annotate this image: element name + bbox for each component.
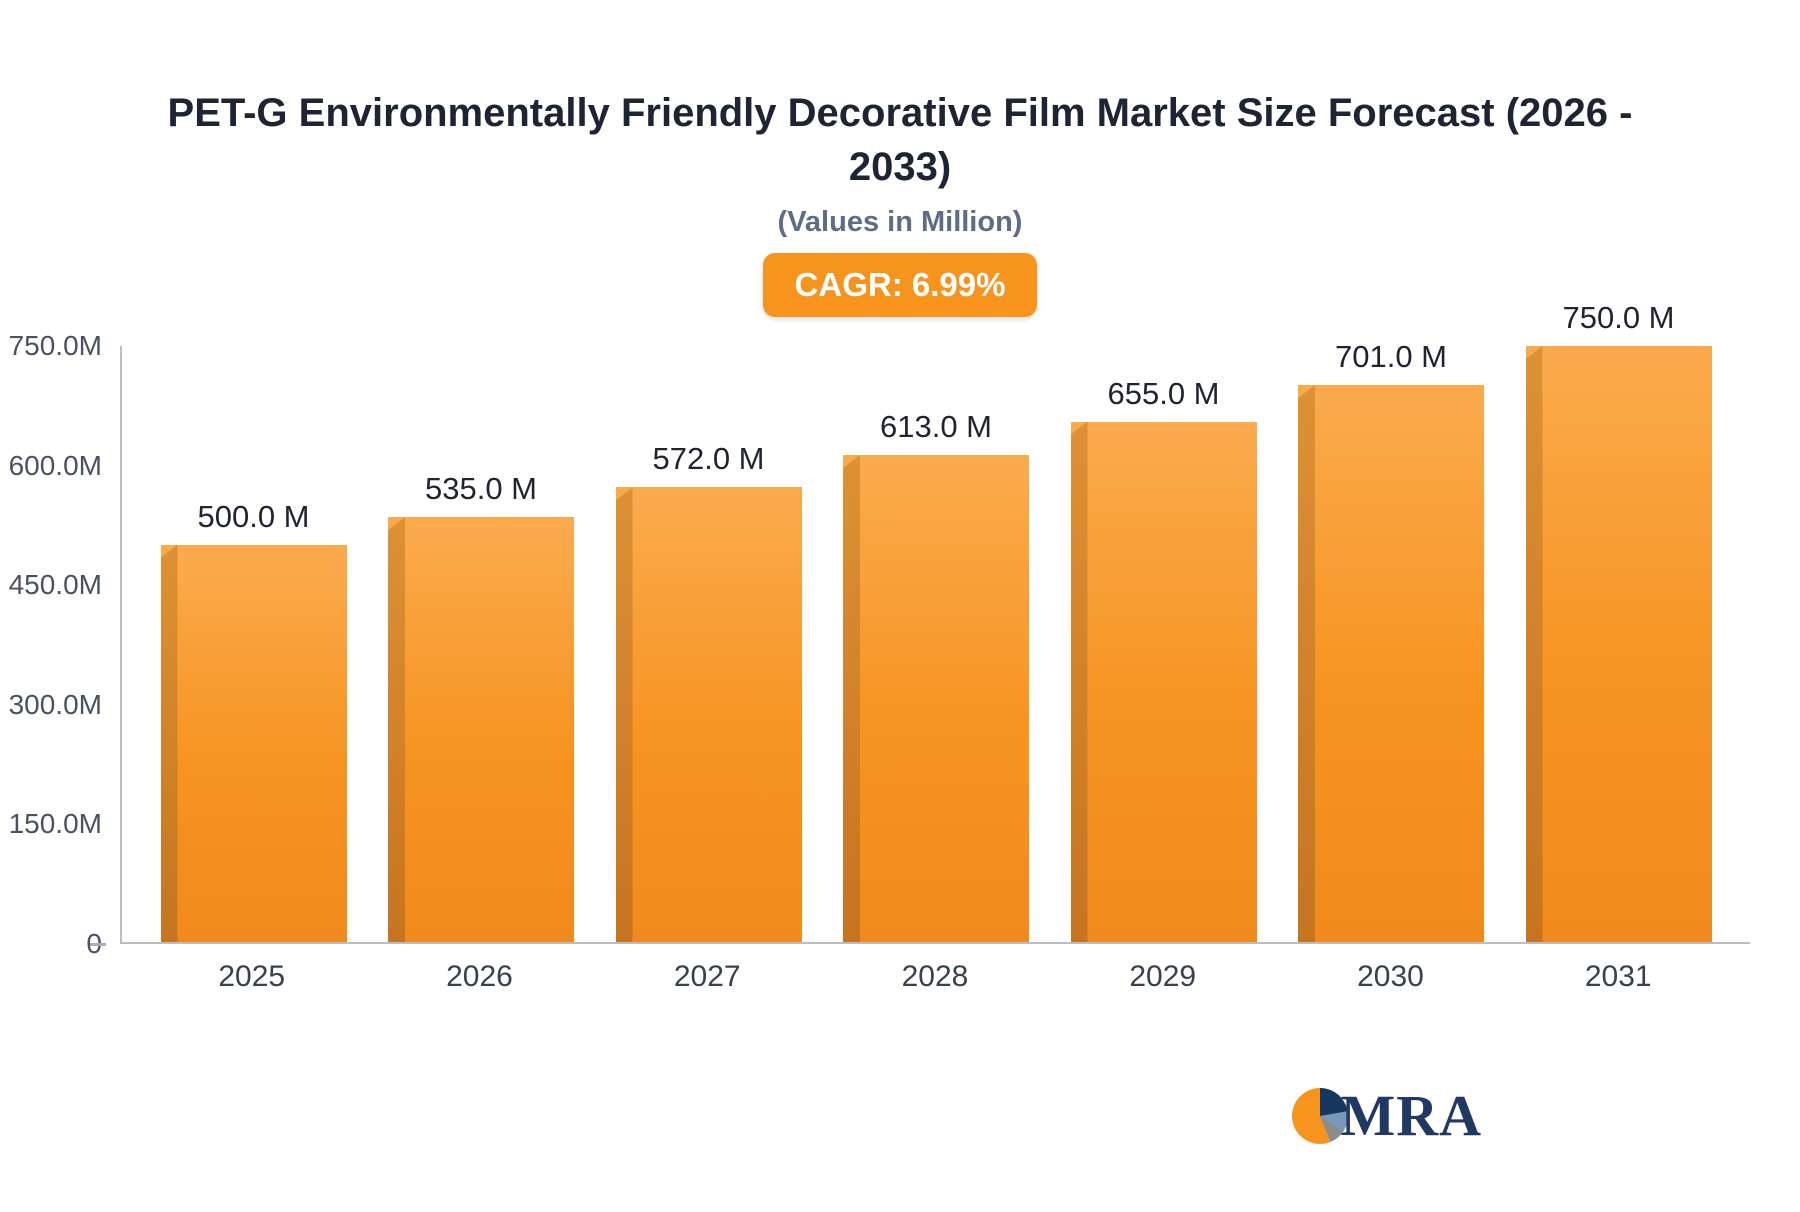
y-axis-tick-label: 450.0M xyxy=(8,569,102,601)
bar-2031[interactable] xyxy=(1525,346,1712,942)
chart-title: PET-G Environmentally Friendly Decorativ… xyxy=(167,91,1633,189)
bar-value-label: 701.0 M xyxy=(1334,338,1447,374)
bar-chart: 500.0 M 535.0 M 572.0 M 613.0 M 655.0 M 701.0… xyxy=(9,300,1750,993)
y-axis-tick-label: 600.0M xyxy=(8,449,102,481)
bar-value-label: 613.0 M xyxy=(879,408,992,444)
brand-logo: MRA xyxy=(1292,1082,1482,1149)
x-axis-label: 2031 xyxy=(1584,960,1652,993)
x-axis-label: 2028 xyxy=(901,960,969,993)
bar-column: 701.0 M xyxy=(1295,339,1487,942)
bar-column: 750.0 M xyxy=(1523,300,1715,942)
zero-tick-mark xyxy=(90,943,106,946)
chart-subtitle: (Values in Million) xyxy=(777,206,1023,238)
bar-2027[interactable] xyxy=(615,487,802,942)
x-axis-labels: 2025 2026 2027 2028 2029 2030 2031 xyxy=(120,960,1750,994)
bar-value-label: 535.0 M xyxy=(424,470,537,506)
bar-2028[interactable] xyxy=(843,454,1029,942)
bars-row: 500.0 M 535.0 M 572.0 M 613.0 M 655.0 M 701.0… xyxy=(122,300,1750,942)
plot-area: 500.0 M 535.0 M 572.0 M 613.0 M 655.0 M 701.0… xyxy=(120,300,1750,944)
bar-column: 500.0 M xyxy=(158,346,350,942)
x-axis-label: 2025 xyxy=(218,960,286,993)
bar-column: 535.0 M xyxy=(385,346,577,942)
bar-column: 613.0 M xyxy=(840,346,1032,942)
y-axis-tick-label: 300.0M xyxy=(8,688,102,720)
bar-2030[interactable] xyxy=(1298,384,1484,942)
x-axis-label: 2030 xyxy=(1357,960,1424,993)
x-axis-label: 2027 xyxy=(673,960,741,993)
y-axis-tick-label: 750.0M xyxy=(8,330,102,361)
bar-value-label: 750.0 M xyxy=(1562,300,1675,335)
x-axis-label: 2029 xyxy=(1129,960,1197,993)
bar-value-label: 655.0 M xyxy=(1107,375,1220,411)
logo-text: MRA xyxy=(1340,1083,1482,1148)
bar-column: 572.0 M xyxy=(613,346,805,942)
cagr-badge: CAGR: 6.99% xyxy=(762,253,1038,317)
x-axis-label: 2026 xyxy=(446,960,513,993)
chart-header: PET-G Environmentally Friendly Decorativ… xyxy=(0,0,1800,317)
bar-column: 655.0 M xyxy=(1068,346,1260,942)
bar-value-label: 500.0 M xyxy=(197,498,310,534)
logo-pie-icon xyxy=(1292,1087,1349,1144)
bar-2029[interactable] xyxy=(1070,421,1257,942)
y-axis-tick-label: 150.0M xyxy=(8,808,102,840)
bar-2026[interactable] xyxy=(388,516,574,942)
bar-value-label: 572.0 M xyxy=(652,441,765,477)
bar-2025[interactable] xyxy=(160,544,347,942)
